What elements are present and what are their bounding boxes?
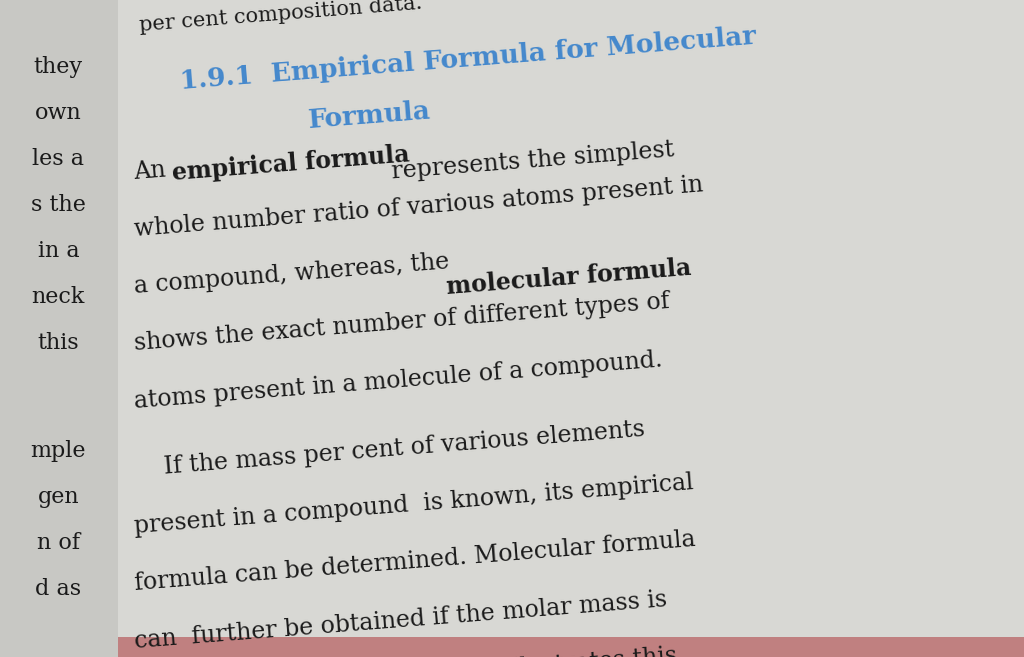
Text: d as: d as — [35, 578, 82, 600]
Text: empirical formula: empirical formula — [171, 143, 410, 185]
Text: If the mass per cent of various elements: If the mass per cent of various elements — [133, 418, 646, 481]
Text: present in a compound  is known, its empirical: present in a compound is known, its empi… — [133, 471, 694, 538]
Text: mple: mple — [31, 440, 86, 462]
Text: per cent composition data.: per cent composition data. — [138, 0, 423, 35]
Text: known. The following example illustrates this: known. The following example illustrates… — [133, 644, 678, 657]
Text: 1.9.1  Empirical Formula for Molecular: 1.9.1 Empirical Formula for Molecular — [179, 24, 758, 94]
Text: they: they — [34, 56, 83, 78]
Text: shows the exact number of different types of: shows the exact number of different type… — [133, 290, 671, 355]
Text: this: this — [38, 332, 79, 353]
Bar — [118, 637, 1024, 657]
Text: les a: les a — [33, 148, 84, 170]
Text: whole number ratio of various atoms present in: whole number ratio of various atoms pres… — [133, 173, 705, 241]
Bar — [0, 0, 118, 657]
Text: own: own — [35, 102, 82, 124]
Text: molecular formula: molecular formula — [445, 256, 692, 299]
Text: atoms present in a molecule of a compound.: atoms present in a molecule of a compoun… — [133, 348, 664, 413]
Text: formula can be determined. Molecular formula: formula can be determined. Molecular for… — [133, 528, 696, 595]
Text: s the: s the — [31, 194, 86, 215]
Text: n of: n of — [37, 532, 80, 554]
Text: in a: in a — [38, 240, 79, 261]
Text: Formula: Formula — [307, 99, 432, 133]
Text: represents the simplest: represents the simplest — [383, 138, 675, 184]
Text: a compound, whereas, the: a compound, whereas, the — [133, 250, 458, 298]
Text: An: An — [133, 158, 174, 184]
Text: gen: gen — [38, 486, 79, 508]
Text: neck: neck — [32, 286, 85, 307]
Text: can  further be obtained if the molar mass is: can further be obtained if the molar mas… — [133, 588, 668, 652]
